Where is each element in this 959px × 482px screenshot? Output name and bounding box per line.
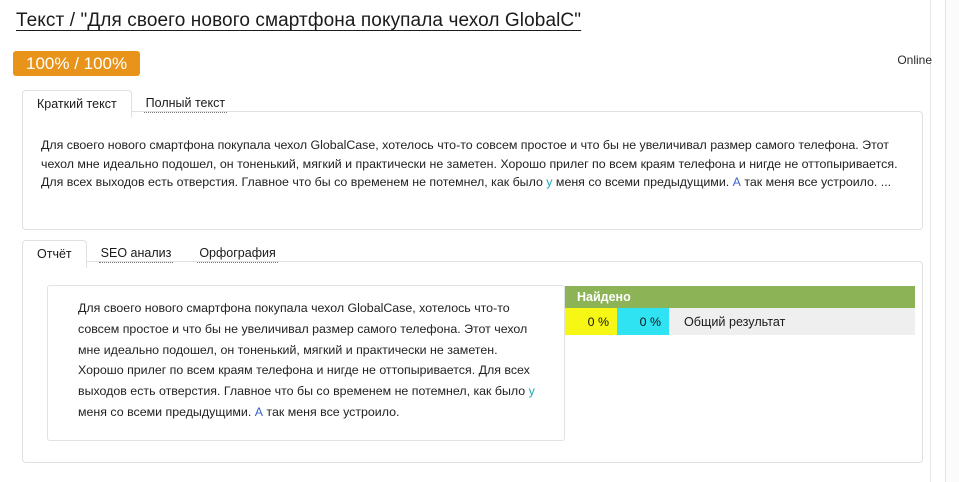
online-status-label: Online [897,53,932,67]
tab-seo-analiz[interactable]: SEO анализ [98,245,174,263]
status-badge: 100% / 100% [13,51,141,76]
report-text-part2: меня со всеми предыдущими. [78,404,255,419]
summary-text-part1: Для своего нового смартфона покупала чех… [41,138,898,189]
report-tabstrip: Отчёт SEO анализ Орфография [22,239,290,268]
report-text: Для своего нового смартфона покупала чех… [78,298,540,423]
tab-orfografiya[interactable]: Орфография [197,245,278,263]
found-results-widget: Найдено 0 % 0 % Общий результат [565,286,915,335]
found-percent-cyan: 0 % [617,308,669,335]
summary-text-part3: так меня все устроило. ... [740,175,892,189]
found-row-label: Общий результат [669,308,915,335]
tab-otchet[interactable]: Отчёт [22,240,87,268]
found-row: 0 % 0 % Общий результат [565,308,915,335]
page-scrollbar-area[interactable] [945,0,959,482]
page-gutter-rail [930,0,931,482]
report-highlight-blue: А [254,404,263,419]
report-highlight-cyan: у [528,384,535,399]
summary-text-part2: меня со всеми предыдущими. [552,175,733,189]
text-tabstrip: Краткий текст Полный текст [22,89,239,118]
found-percent-yellow: 0 % [565,308,617,335]
report-text-box: Для своего нового смартфона покупала чех… [47,285,565,441]
found-header: Найдено [565,286,915,308]
page-title[interactable]: Текст / "Для своего нового смартфона пок… [16,10,582,31]
summary-panel: Для своего нового смартфона покупала чех… [22,111,923,230]
summary-highlight-cyan: у [546,175,553,189]
tab-kratkiy-tekst[interactable]: Краткий текст [22,90,132,118]
summary-text: Для своего нового смартфона покупала чех… [41,136,907,192]
tab-polnyy-tekst[interactable]: Полный текст [143,95,228,113]
report-panel: Для своего нового смартфона покупала чех… [22,261,923,463]
summary-highlight-blue: А [732,175,741,189]
report-text-part3: так меня все устроило. [262,404,400,419]
report-text-part1: Для своего нового смартфона покупала чех… [78,301,530,399]
